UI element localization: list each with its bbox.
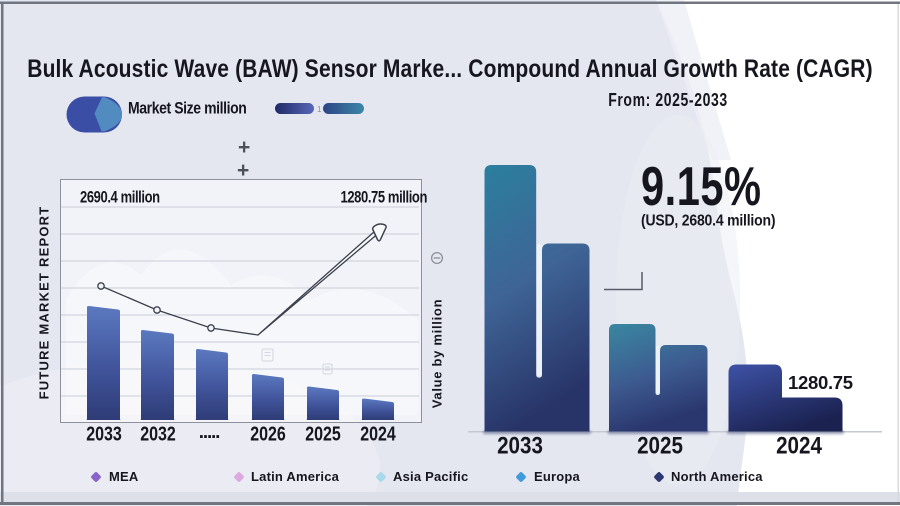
- svg-text:1: 1: [317, 105, 322, 114]
